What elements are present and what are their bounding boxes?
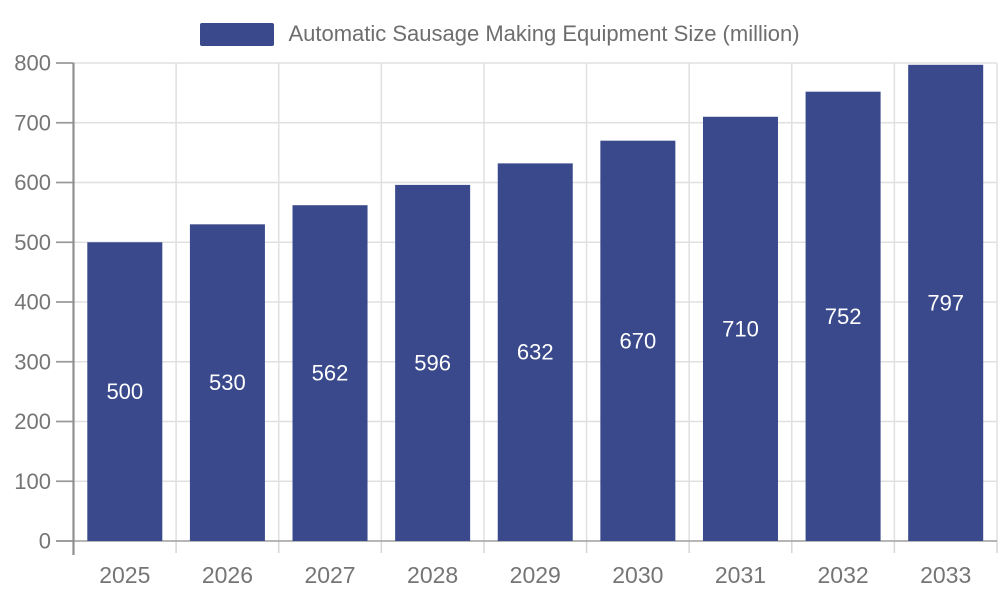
bar-2030 (600, 140, 676, 542)
y-tick-label-700: 700 (14, 110, 51, 135)
bar-value-label-2028: 596 (414, 350, 451, 375)
x-tick-label-2028: 2028 (407, 562, 458, 588)
y-tick-label-600: 600 (14, 170, 51, 195)
y-tick-label-0: 0 (39, 529, 51, 554)
bar-2033 (908, 64, 984, 541)
bar-2027 (292, 205, 368, 541)
bar-2028 (395, 184, 471, 541)
bar-value-label-2031: 710 (722, 316, 759, 341)
bar-2031 (702, 116, 778, 542)
x-tick-label-2027: 2027 (304, 562, 355, 588)
y-tick-label-400: 400 (14, 290, 51, 315)
x-tick-label-2025: 2025 (99, 562, 150, 588)
x-tick-label-2033: 2033 (920, 562, 971, 588)
bar-value-label-2029: 632 (517, 340, 554, 365)
bar-value-label-2027: 562 (312, 361, 349, 386)
x-tick-label-2029: 2029 (510, 562, 561, 588)
bar-value-label-2030: 670 (620, 328, 657, 353)
x-tick-label-2032: 2032 (817, 562, 868, 588)
y-tick-label-800: 800 (14, 51, 51, 76)
bar-value-label-2025: 500 (106, 379, 143, 404)
y-tick-label-100: 100 (14, 469, 51, 494)
bar-2026 (189, 224, 265, 541)
bar-2032 (805, 91, 881, 542)
bar-value-label-2026: 530 (209, 370, 246, 395)
y-tick-label-500: 500 (14, 230, 51, 255)
bar-value-label-2033: 797 (927, 290, 964, 315)
x-tick-label-2030: 2030 (612, 562, 663, 588)
y-tick-label-200: 200 (14, 409, 51, 434)
bar-2025 (87, 242, 163, 541)
legend: Automatic Sausage Making Equipment Size … (0, 21, 1000, 47)
legend-item[interactable]: Automatic Sausage Making Equipment Size … (200, 21, 800, 47)
x-tick-label-2026: 2026 (202, 562, 253, 588)
legend-label: Automatic Sausage Making Equipment Size … (288, 21, 800, 46)
y-tick-label-300: 300 (14, 349, 51, 374)
x-tick-label-2031: 2031 (715, 562, 766, 588)
bar-2029 (497, 163, 573, 541)
legend-swatch-icon (200, 22, 275, 46)
bar-value-label-2032: 752 (825, 304, 862, 329)
